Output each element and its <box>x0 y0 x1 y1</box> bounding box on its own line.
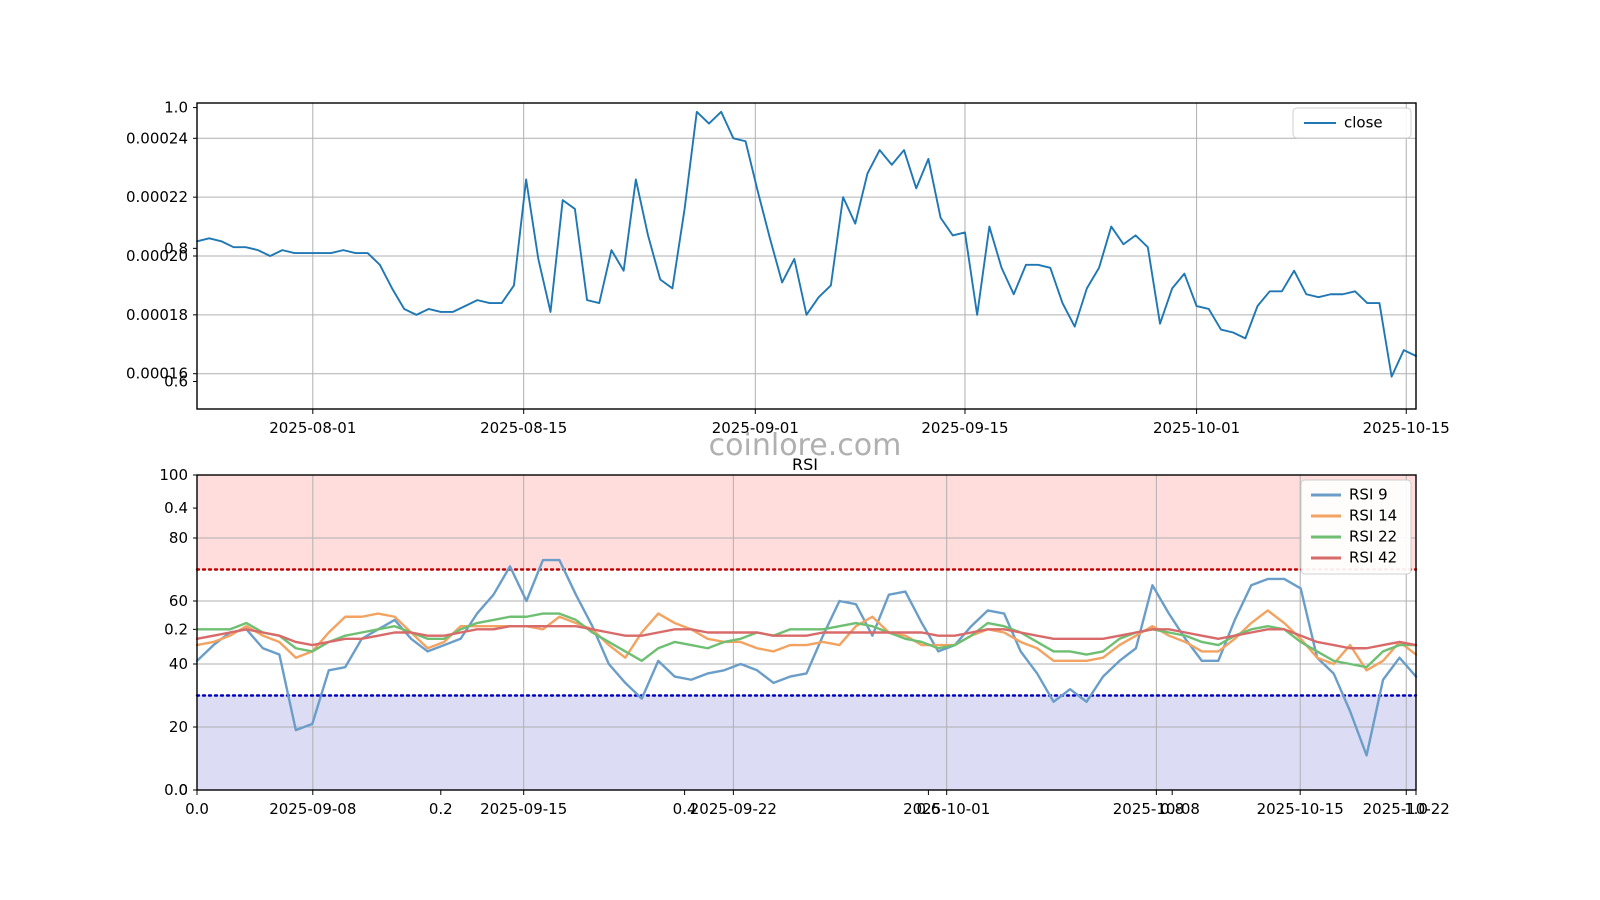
rsi-ytick-label: 80 <box>169 529 188 547</box>
rsi-xtick-label: 2025-09-08 <box>269 800 356 818</box>
price-ytick-label: 0.00022 <box>126 188 188 206</box>
rsi-chart-svg: 0 20 40 60 80 100 0.0 0.2 0.4 2025-09-08 2025-09-1… <box>159 466 1450 818</box>
rsi-legend-label-rsi-14: RSI 14 <box>1349 507 1397 525</box>
rsi-ytick-default-label: 0.4 <box>164 499 188 517</box>
rsi-xtick-label: 2025-10-01 <box>903 800 990 818</box>
rsi-xtick-default-label: 0.8 <box>1160 800 1184 818</box>
rsi-xtick-default-label: 0.4 <box>673 800 697 818</box>
price-legend-label-close: close <box>1344 114 1383 132</box>
price-xtick-label: 2025-09-15 <box>921 419 1008 437</box>
rsi-xtick-label: 2025-10-08 <box>1113 800 1200 818</box>
rsi-xtick-default-label: 0.6 <box>916 800 940 818</box>
price-ytick-label: 0.00016 <box>126 365 188 383</box>
price-ytick-label: 0.00018 <box>126 306 188 324</box>
rsi-ytick-default-label: 0.2 <box>164 620 188 638</box>
price-ytick-default-label: 0.8 <box>164 239 188 257</box>
rsi-xtick-default-label: 0.2 <box>429 800 453 818</box>
rsi-xtick-default-label: 0.0 <box>185 800 209 818</box>
rsi-oversold-band <box>197 695 1416 790</box>
rsi-xtick-label: 2025-09-22 <box>690 800 777 818</box>
rsi-xtick-label: 2025-10-22 <box>1363 800 1450 818</box>
rsi-ytick-label: 20 <box>169 718 188 736</box>
rsi-series-line-rsi-9 <box>195 558 1418 757</box>
rsi-legend-label-rsi-42: RSI 42 <box>1349 549 1397 567</box>
price-chart-panel: 0.00016 0.00018 0.00020 0.00022 0.00024 0.6 0.… <box>126 99 1450 437</box>
rsi-ytick-label: 40 <box>169 655 188 673</box>
rsi-ytick-default-label: 0.0 <box>164 781 188 799</box>
price-ytick-default-label: 0.6 <box>164 372 188 390</box>
price-ytick-default-label: 1.0 <box>164 99 188 117</box>
rsi-xtick-label: 2025-10-15 <box>1257 800 1344 818</box>
price-xtick-label: 2025-10-01 <box>1153 419 1240 437</box>
rsi-legend-label-rsi-22: RSI 22 <box>1349 528 1397 546</box>
price-xtick-label: 2025-09-01 <box>712 419 799 437</box>
rsi-series-line-rsi-42 <box>195 625 1418 650</box>
rsi-ytick-label: 60 <box>169 592 188 610</box>
rsi-chart-panel: 0 20 40 60 80 100 0.0 0.2 0.4 2025-09-08 2025-09-1… <box>0 440 1600 900</box>
price-chart-svg: 0.00016 0.00018 0.00020 0.00022 0.00024 0.6 0.… <box>126 99 1450 437</box>
price-close-line <box>196 110 1417 378</box>
rsi-legend-label-rsi-9: RSI 9 <box>1349 486 1388 504</box>
rsi-axes-frame <box>196 474 1417 791</box>
price-axes-frame <box>196 102 1417 410</box>
price-ytick-label: 0.00024 <box>126 129 188 147</box>
rsi-overbought-band <box>197 475 1416 570</box>
rsi-series-line-rsi-14 <box>195 609 1418 672</box>
rsi-ytick-label: 0 <box>178 781 188 799</box>
price-xtick-label: 2025-08-15 <box>480 419 567 437</box>
rsi-xtick-label: 2025-09-15 <box>480 800 567 818</box>
rsi-xtick-default-label: 1.0 <box>1404 800 1428 818</box>
price-xtick-label: 2025-10-15 <box>1363 419 1450 437</box>
price-ytick-label: 0.00020 <box>126 247 188 265</box>
price-xtick-label: 2025-08-01 <box>269 419 356 437</box>
rsi-ytick-label: 100 <box>159 466 188 484</box>
price-legend-box <box>1292 107 1412 139</box>
rsi-legend-box <box>1300 479 1412 575</box>
rsi-series-line-rsi-22 <box>195 612 1418 669</box>
